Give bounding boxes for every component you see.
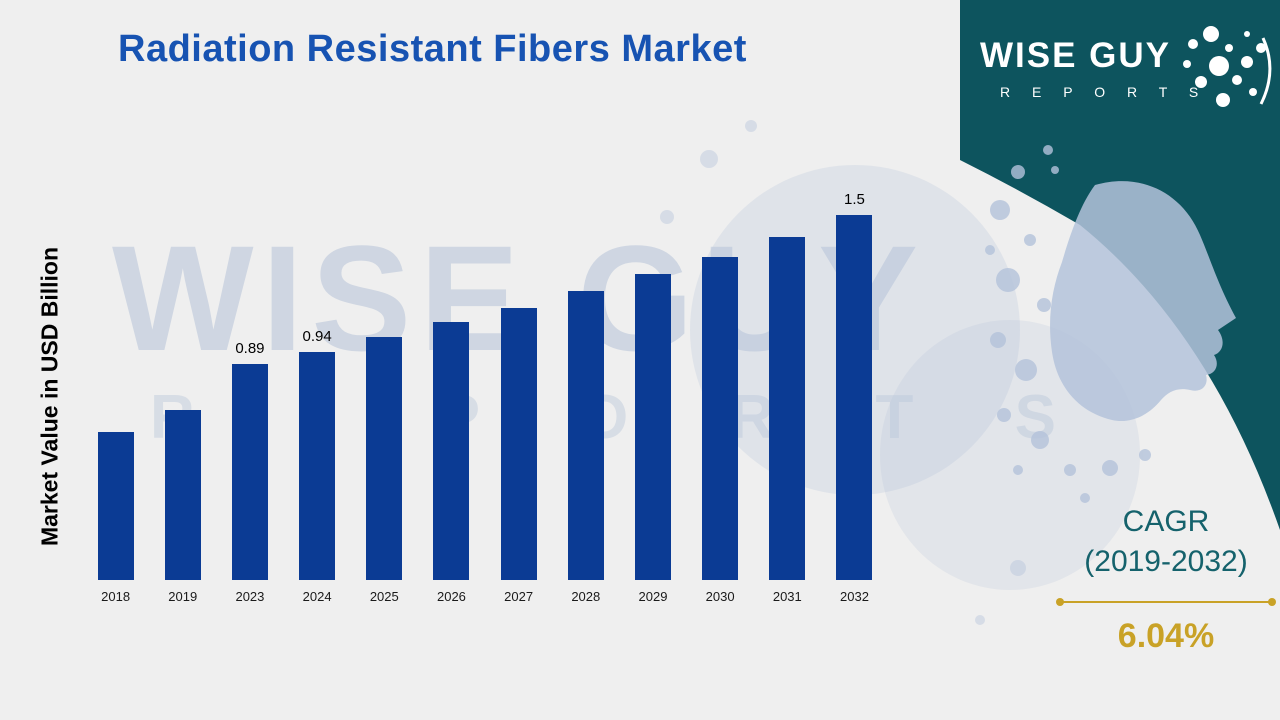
bar [634, 274, 671, 580]
plot-area: 2018 2019 0.89 2023 0.94 2024 2025 2026 2027 2028… [82, 186, 888, 606]
bar-column: 2019 [149, 186, 216, 606]
bar-chart: Market Value in USD Billion 2018 2019 0.89… [37, 186, 888, 606]
bar-column: 0.94 2024 [284, 186, 351, 606]
cagr-label: CAGR [1122, 505, 1210, 538]
bar [231, 364, 268, 580]
page-title: Radiation Resistant Fibers Market [118, 28, 747, 70]
x-tick-label: 2028 [571, 589, 601, 604]
bar [299, 352, 336, 580]
bar-column: 1.5 2032 [821, 186, 888, 606]
watermark-dot [1010, 560, 1026, 576]
bar-column: 2031 [754, 186, 821, 606]
cagr-value: 6.04% [1117, 617, 1215, 655]
logo-reports-text: R E P O R T S [1000, 84, 1208, 100]
x-tick-label: 2027 [504, 589, 534, 604]
x-tick-label: 2024 [302, 589, 332, 604]
x-tick-label: 2018 [101, 589, 131, 604]
bar-column: 2028 [552, 186, 619, 606]
bar-column: 2018 [82, 186, 149, 606]
bar [433, 322, 470, 580]
bar-value-label: 0.89 [235, 340, 265, 357]
bar [769, 237, 806, 580]
x-tick-label: 2025 [369, 589, 399, 604]
x-tick-label: 2019 [168, 589, 198, 604]
cagr-period: (2019-2032) [1084, 545, 1248, 578]
y-axis-label: Market Value in USD Billion [36, 246, 63, 547]
divider-dot-right [1268, 598, 1276, 606]
bar [567, 291, 604, 580]
x-tick-label: 2029 [638, 589, 668, 604]
divider-dot-left [1056, 598, 1064, 606]
bar-column: 2029 [619, 186, 686, 606]
x-tick-label: 2031 [772, 589, 802, 604]
bar [164, 410, 201, 580]
bar-column: 2025 [351, 186, 418, 606]
bar-column: 2027 [485, 186, 552, 606]
bar-column: 2026 [418, 186, 485, 606]
x-tick-label: 2023 [235, 589, 265, 604]
bar-column: 0.89 2023 [216, 186, 283, 606]
watermark-dot [975, 615, 985, 625]
head-dots [985, 145, 1151, 503]
x-tick-label: 2030 [705, 589, 735, 604]
bar [366, 337, 403, 580]
logo-wiseguy-text: WISE GUY [980, 36, 1172, 75]
teal-panel-graphic [960, 0, 1280, 530]
bar [836, 215, 873, 580]
bar [500, 308, 537, 580]
bar-value-label: 0.94 [302, 328, 332, 345]
x-tick-label: 2032 [840, 589, 869, 604]
logo-face-icon [1183, 26, 1272, 107]
head-silhouette [1050, 181, 1236, 422]
logo: WISE GUY R E P O R T S [980, 36, 1207, 100]
bar-column: 2030 [687, 186, 754, 606]
bar-value-label: 1.5 [844, 191, 865, 208]
watermark-dot [660, 210, 674, 224]
watermark-dot [700, 150, 718, 168]
cagr-divider [1056, 598, 1276, 606]
cagr-block: CAGR (2019-2032) 6.04% [1056, 505, 1276, 656]
watermark-dot [745, 120, 757, 132]
x-tick-label: 2026 [436, 589, 466, 604]
bar [702, 257, 739, 580]
teal-shape [960, 0, 1280, 530]
bar [97, 432, 134, 580]
